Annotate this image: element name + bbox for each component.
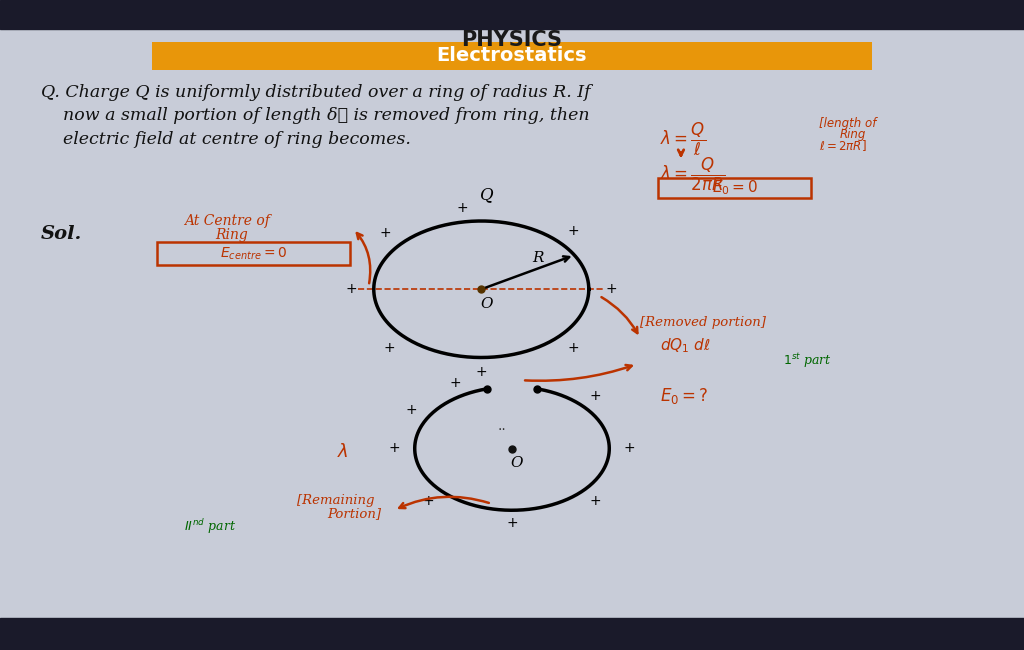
Text: [Remaining: [Remaining	[297, 494, 375, 507]
Text: $E_0 = ?$: $E_0 = ?$	[660, 387, 709, 406]
Bar	[0, 618, 1024, 650]
Text: O: O	[480, 296, 493, 311]
Text: $dQ_1\ d\ell$: $dQ_1\ d\ell$	[660, 337, 712, 355]
Text: $E_{centre} = 0$: $E_{centre} = 0$	[220, 245, 288, 262]
Text: +: +	[605, 282, 617, 296]
Text: +: +	[380, 226, 391, 240]
FancyBboxPatch shape	[152, 42, 872, 70]
Text: $\ell = 2\pi R]$: $\ell = 2\pi R]$	[819, 138, 867, 153]
Text: +: +	[384, 341, 395, 355]
Text: +: +	[590, 495, 601, 508]
Text: $1^{st}$ part: $1^{st}$ part	[783, 352, 833, 370]
Text: Q. Charge Q is uniformly distributed over a ring of radius R. If: Q. Charge Q is uniformly distributed ove…	[41, 84, 591, 101]
Text: $E_0 = 0$: $E_0 = 0$	[712, 179, 759, 197]
Text: +: +	[624, 441, 636, 456]
Text: +: +	[345, 282, 357, 296]
Text: electric field at centre of ring becomes.: electric field at centre of ring becomes…	[41, 131, 411, 148]
Text: +: +	[506, 516, 518, 530]
Text: Ring: Ring	[840, 128, 866, 141]
Text: [Removed portion]: [Removed portion]	[640, 316, 766, 329]
Text: +: +	[388, 441, 400, 456]
Text: Portion]: Portion]	[328, 507, 382, 520]
Text: $\lambda$: $\lambda$	[337, 443, 349, 461]
Text: $\lambda = \dfrac{Q}{\ell}$: $\lambda = \dfrac{Q}{\ell}$	[660, 120, 707, 158]
Text: ..: ..	[498, 419, 506, 433]
Text: +: +	[567, 224, 579, 238]
Text: [length of: [length of	[819, 117, 877, 130]
Text: R: R	[531, 252, 544, 265]
Bar	[0, 0, 1024, 29]
Text: $II^{nd}$ part: $II^{nd}$ part	[184, 517, 237, 536]
Text: Ring: Ring	[215, 228, 248, 242]
Text: PHYSICS: PHYSICS	[462, 31, 562, 50]
Text: now a small portion of length δℓ is removed from ring, then: now a small portion of length δℓ is remo…	[41, 107, 590, 124]
Text: +: +	[456, 201, 468, 214]
Text: At Centre of: At Centre of	[184, 214, 270, 228]
Text: +: +	[475, 365, 487, 379]
Text: O: O	[511, 456, 523, 470]
Text: +: +	[450, 376, 462, 390]
Text: Q: Q	[479, 186, 494, 203]
Text: Sol.: Sol.	[41, 225, 82, 243]
Text: Electrostatics: Electrostatics	[437, 46, 587, 66]
Text: +: +	[590, 389, 601, 402]
Text: +: +	[423, 495, 434, 508]
Text: +: +	[567, 341, 579, 355]
Text: $\lambda = \dfrac{Q}{2\pi R}$: $\lambda = \dfrac{Q}{2\pi R}$	[660, 155, 726, 193]
Text: +: +	[406, 403, 417, 417]
